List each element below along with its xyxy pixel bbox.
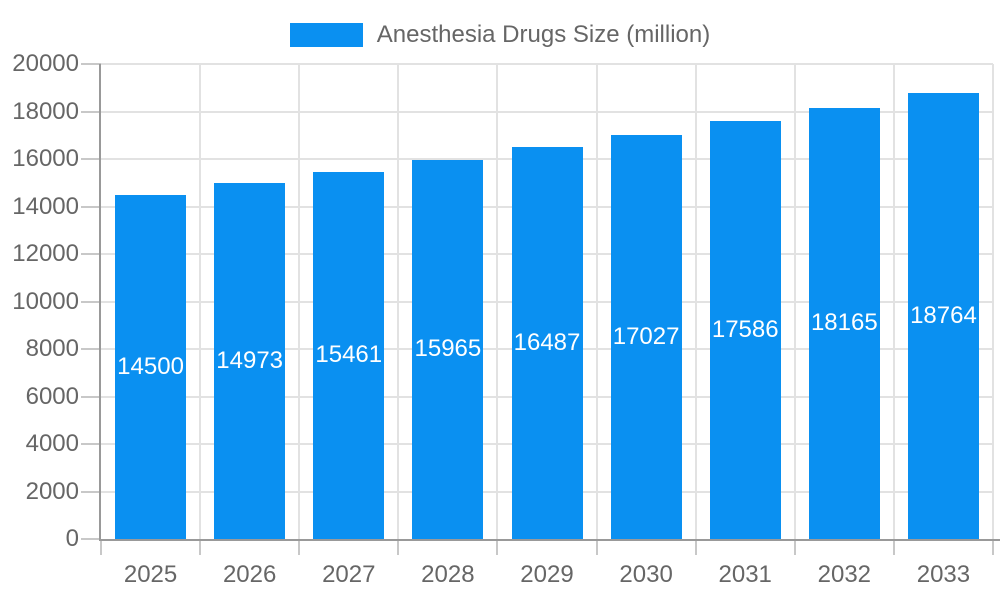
x-tick-label: 2030 (619, 561, 673, 588)
x-axis-tick (992, 541, 994, 555)
bar-value-label: 14973 (216, 347, 284, 375)
y-tick-label: 10000 (12, 287, 79, 315)
bar[interactable] (412, 159, 484, 539)
y-tick-label: 18000 (12, 97, 79, 125)
bar[interactable] (808, 107, 880, 539)
x-axis-tick (100, 541, 102, 555)
bar-value-label: 18764 (910, 302, 977, 330)
x-tick-label: 2025 (123, 561, 178, 588)
x-tick-label: 2033 (916, 561, 971, 588)
bar-value-label: 17586 (711, 316, 779, 344)
x-axis-tick (397, 541, 400, 555)
v-gridline (992, 64, 994, 539)
y-axis-tick (81, 300, 101, 303)
x-axis-tick (199, 541, 202, 555)
y-tick-label: 8000 (25, 335, 79, 362)
v-gridline (595, 64, 598, 539)
legend: Anesthesia Drugs Size (million) (0, 20, 1000, 50)
x-axis-tick (694, 541, 697, 555)
y-tick-label: 2000 (25, 477, 79, 505)
bar-value-label: 17027 (612, 322, 680, 350)
y-tick-label: 6000 (25, 382, 79, 410)
x-tick-label: 2032 (817, 561, 872, 588)
bar-value-label: 18165 (810, 309, 878, 337)
y-axis-tick (81, 348, 101, 350)
bar[interactable] (214, 183, 286, 539)
bar[interactable] (115, 194, 187, 539)
v-gridline (397, 64, 400, 539)
y-axis-tick (81, 443, 101, 445)
bar[interactable] (313, 171, 385, 539)
legend-label: Anesthesia Drugs Size (million) (376, 21, 711, 48)
bar-value-label: 16487 (513, 329, 581, 357)
v-gridline (298, 64, 301, 539)
x-axis-tick (595, 541, 598, 555)
x-tick-label: 2027 (322, 561, 376, 588)
bar-value-label: 15965 (414, 335, 482, 363)
y-tick-label: 20000 (12, 50, 79, 77)
v-gridline (793, 64, 796, 539)
legend-swatch-icon (289, 23, 363, 47)
x-tick-label: 2031 (718, 561, 772, 588)
y-axis-tick (81, 63, 101, 65)
legend-item[interactable]: Anesthesia Drugs Size (million) (289, 20, 711, 50)
bar[interactable] (709, 121, 781, 539)
x-tick-label: 2028 (421, 561, 475, 588)
h-gridline (101, 63, 993, 65)
v-gridline (694, 64, 697, 539)
bar-value-label: 14500 (117, 352, 184, 380)
x-axis-tick (793, 541, 796, 555)
x-axis-tick (892, 541, 895, 555)
y-tick-label: 0 (65, 525, 79, 552)
y-tick-label: 4000 (25, 430, 79, 457)
y-axis-tick (81, 538, 101, 540)
y-axis-tick (81, 205, 101, 208)
y-axis-line (99, 64, 101, 541)
bar-value-label: 15461 (315, 341, 383, 369)
y-tick-label: 16000 (12, 145, 79, 172)
y-tick-label: 12000 (12, 240, 79, 267)
x-axis-tick (298, 541, 301, 555)
v-gridline (496, 64, 499, 539)
y-axis-tick (81, 253, 101, 255)
y-axis-tick (81, 395, 101, 398)
x-axis-line (99, 539, 1000, 541)
bar[interactable] (907, 93, 979, 539)
bar[interactable] (511, 147, 583, 539)
x-tick-label: 2026 (222, 561, 277, 588)
v-gridline (892, 64, 895, 539)
y-tick-label: 14000 (12, 192, 79, 220)
y-axis-tick (81, 490, 101, 493)
y-axis-tick (81, 158, 101, 160)
y-axis-tick (81, 110, 101, 113)
bar[interactable] (610, 134, 682, 539)
x-axis-tick (496, 541, 499, 555)
h-gridline (101, 110, 993, 113)
x-tick-label: 2029 (520, 561, 574, 588)
v-gridline (199, 64, 202, 539)
